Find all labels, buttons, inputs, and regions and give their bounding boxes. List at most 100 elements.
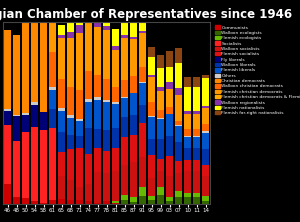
Bar: [58, 199, 65, 204]
Bar: [4, 184, 11, 204]
Bar: [184, 193, 191, 197]
Bar: [85, 102, 92, 128]
Bar: [112, 202, 119, 204]
Bar: [157, 195, 164, 204]
Bar: [58, 176, 65, 199]
Bar: [175, 48, 182, 63]
Bar: [85, 128, 92, 154]
Bar: [193, 160, 200, 171]
Bar: [130, 39, 137, 76]
Bar: [31, 105, 38, 127]
Bar: [157, 187, 164, 195]
Bar: [76, 121, 83, 136]
Bar: [49, 9, 56, 52]
Bar: [184, 111, 191, 114]
Bar: [175, 161, 182, 173]
Bar: [22, 113, 29, 115]
Bar: [148, 178, 155, 196]
Bar: [202, 108, 209, 123]
Bar: [22, 115, 29, 132]
Bar: [139, 105, 146, 123]
Bar: [4, 30, 11, 109]
Bar: [67, 135, 74, 149]
Bar: [67, 14, 74, 32]
Bar: [193, 77, 200, 87]
Bar: [85, 23, 92, 71]
Bar: [130, 23, 137, 37]
Bar: [121, 97, 128, 98]
Bar: [31, 201, 38, 204]
Bar: [184, 114, 191, 129]
Bar: [139, 31, 146, 33]
Bar: [31, 127, 38, 201]
Bar: [121, 98, 128, 117]
Bar: [94, 27, 101, 75]
Bar: [58, 79, 65, 108]
Bar: [112, 50, 119, 87]
Bar: [94, 6, 101, 23]
Bar: [76, 6, 83, 25]
Bar: [175, 173, 182, 190]
Bar: [175, 63, 182, 88]
Bar: [175, 95, 182, 121]
Bar: [49, 128, 56, 200]
Bar: [112, 149, 119, 171]
Bar: [184, 171, 191, 193]
Bar: [94, 129, 101, 149]
Bar: [148, 75, 155, 77]
Bar: [4, 111, 11, 125]
Bar: [130, 162, 137, 196]
Bar: [148, 47, 155, 57]
Bar: [148, 116, 155, 117]
Bar: [40, 112, 47, 130]
Bar: [202, 131, 209, 133]
Bar: [49, 90, 56, 109]
Bar: [103, 151, 110, 173]
Bar: [40, 111, 47, 112]
Bar: [148, 139, 155, 155]
Bar: [130, 202, 137, 204]
Bar: [157, 110, 164, 118]
Bar: [202, 123, 209, 131]
Bar: [112, 104, 119, 128]
Bar: [121, 195, 128, 200]
Bar: [130, 93, 137, 115]
Bar: [76, 200, 83, 204]
Bar: [184, 87, 191, 111]
Bar: [22, 198, 29, 204]
Bar: [13, 197, 20, 204]
Bar: [175, 142, 182, 161]
Bar: [94, 75, 101, 97]
Bar: [193, 111, 200, 114]
Bar: [193, 171, 200, 193]
Bar: [112, 46, 119, 50]
Bar: [193, 114, 200, 129]
Bar: [139, 196, 146, 204]
Bar: [193, 137, 200, 149]
Bar: [202, 196, 209, 201]
Bar: [121, 117, 128, 137]
Bar: [184, 137, 191, 149]
Bar: [139, 10, 146, 20]
Bar: [13, 141, 20, 197]
Bar: [193, 197, 200, 204]
Bar: [58, 108, 65, 111]
Bar: [157, 171, 164, 187]
Bar: [94, 23, 101, 27]
Bar: [175, 88, 182, 95]
Bar: [139, 157, 146, 187]
Bar: [148, 155, 155, 178]
Bar: [166, 107, 173, 114]
Bar: [148, 77, 155, 102]
Bar: [130, 135, 137, 162]
Bar: [148, 200, 155, 204]
Bar: [184, 129, 191, 136]
Bar: [184, 149, 191, 160]
Bar: [121, 137, 128, 165]
Bar: [166, 176, 173, 197]
Bar: [139, 187, 146, 196]
Bar: [67, 115, 74, 117]
Bar: [49, 52, 56, 87]
Bar: [202, 133, 209, 149]
Bar: [166, 201, 173, 204]
